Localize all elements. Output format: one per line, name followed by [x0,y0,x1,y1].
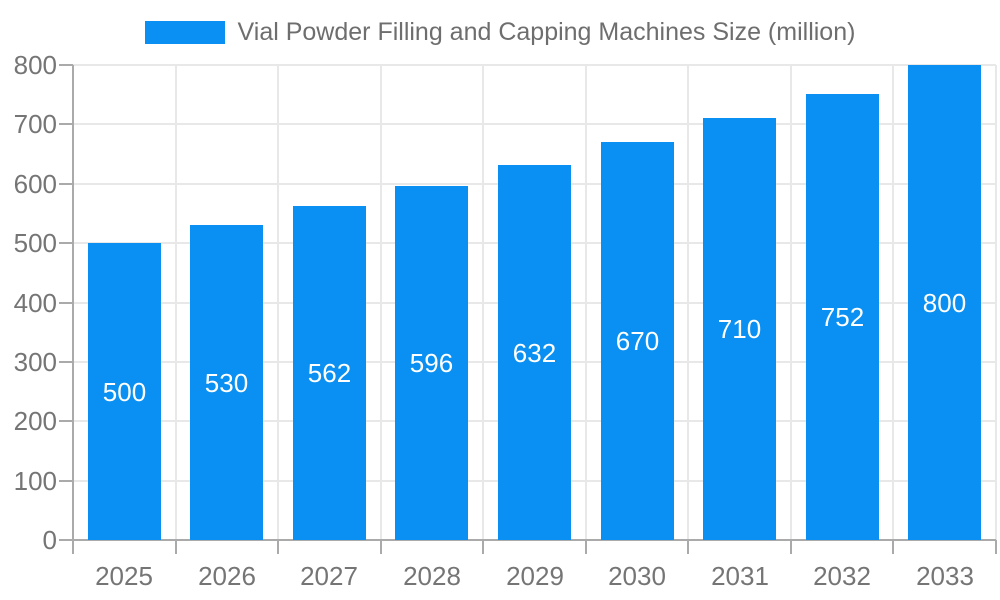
y-axis-tick-label: 100 [13,466,57,496]
x-axis-tick [790,540,792,554]
x-axis-tick-label: 2029 [506,561,564,591]
bar-2032[interactable] [806,94,879,540]
y-axis-tick-label: 500 [13,228,57,258]
legend-item[interactable]: Vial Powder Filling and Capping Machines… [0,18,1000,46]
x-axis-tick [482,540,484,554]
bar-2026[interactable] [190,225,263,540]
x-axis-tick [585,540,587,554]
y-axis-tick [59,64,73,66]
x-axis-tick-label: 2025 [95,561,153,591]
y-axis-tick-label: 800 [13,50,57,80]
x-axis-tick-label: 2028 [403,561,461,591]
x-axis-tick-label: 2032 [813,561,871,591]
y-axis-tick [59,361,73,363]
x-axis-tick-label: 2026 [198,561,256,591]
y-axis-tick-label: 400 [13,288,57,318]
bar-2031[interactable] [703,118,776,540]
y-axis-tick [59,480,73,482]
x-axis-tick [72,540,74,554]
v-gridline [175,65,177,540]
v-gridline [892,65,894,540]
x-axis-tick-label: 2030 [608,561,666,591]
x-axis-tick-label: 2031 [711,561,769,591]
y-axis-tick [59,242,73,244]
y-axis-tick [59,123,73,125]
y-axis-tick [59,302,73,304]
y-axis-tick-label: 200 [13,406,57,436]
y-axis-tick [59,539,73,541]
bar-2030[interactable] [601,142,674,540]
v-gridline [380,65,382,540]
bar-2028[interactable] [395,186,468,540]
x-axis-tick [175,540,177,554]
x-axis-tick [687,540,689,554]
y-axis-tick-label: 300 [13,347,57,377]
bar-2025[interactable] [88,243,161,540]
v-gridline [995,65,997,540]
h-gridline [73,64,996,66]
v-gridline [277,65,279,540]
x-axis-tick [380,540,382,554]
v-gridline [482,65,484,540]
v-gridline [790,65,792,540]
y-axis-tick-label: 0 [42,525,57,555]
legend-swatch [144,20,225,44]
y-axis-tick [59,420,73,422]
y-axis-tick-label: 700 [13,109,57,139]
bar-2033[interactable] [908,65,981,540]
h-gridline [73,123,996,125]
v-gridline [687,65,689,540]
x-axis-tick-label: 2027 [300,561,358,591]
x-axis-tick [892,540,894,554]
chart-title: Vial Powder Filling and Capping Machines… [237,17,856,46]
x-axis-tick [277,540,279,554]
x-axis-line [72,539,996,541]
y-axis-line [72,65,74,540]
y-axis-tick [59,183,73,185]
v-gridline [585,65,587,540]
x-axis-tick-label: 2033 [916,561,974,591]
bar-2029[interactable] [498,165,571,540]
bar-2027[interactable] [293,206,366,540]
x-axis-tick [995,540,997,554]
y-axis-tick-label: 600 [13,169,57,199]
